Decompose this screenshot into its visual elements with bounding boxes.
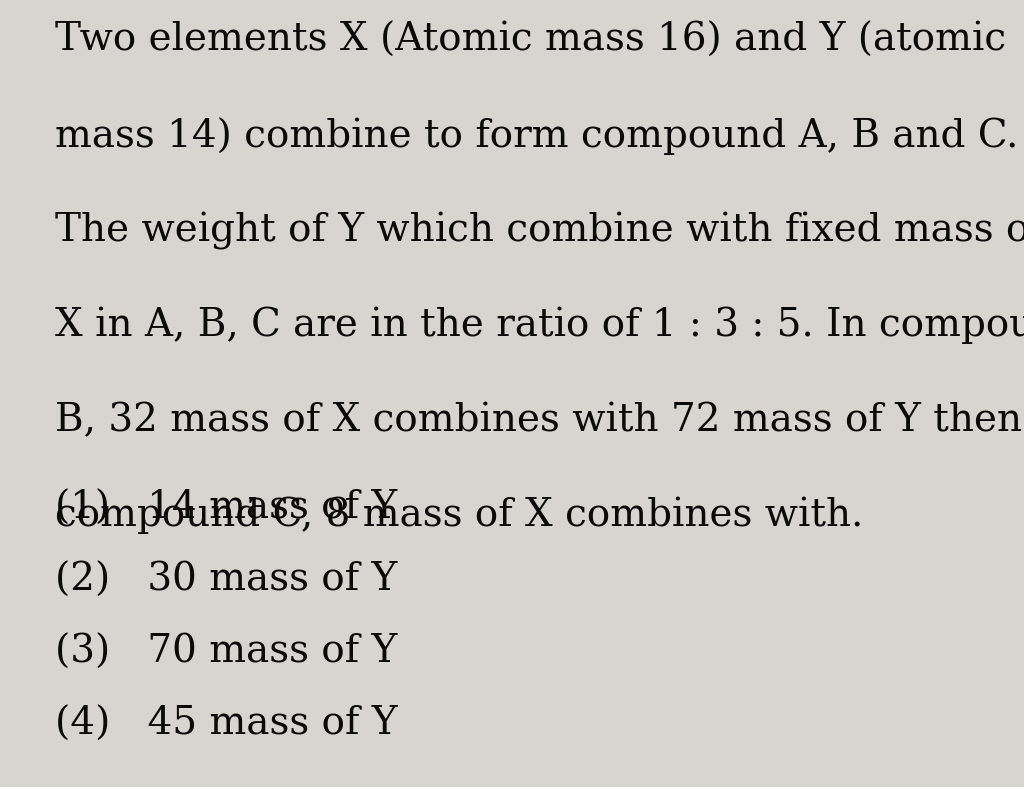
Text: (4)   45 mass of Y: (4) 45 mass of Y	[55, 706, 397, 743]
Text: The weight of Y which combine with fixed mass of: The weight of Y which combine with fixed…	[55, 212, 1024, 250]
Text: mass 14) combine to form compound A, B and C.: mass 14) combine to form compound A, B a…	[55, 117, 1019, 155]
Text: Two elements X (Atomic mass 16) and Y (atomic: Two elements X (Atomic mass 16) and Y (a…	[55, 22, 1007, 59]
Text: compound C, 8 mass of X combines with.: compound C, 8 mass of X combines with.	[55, 497, 863, 534]
Text: X in A, B, C are in the ratio of 1 : 3 : 5. In compound: X in A, B, C are in the ratio of 1 : 3 :…	[55, 307, 1024, 345]
Text: B, 32 mass of X combines with 72 mass of Y then in: B, 32 mass of X combines with 72 mass of…	[55, 402, 1024, 439]
Text: (3)   70 mass of Y: (3) 70 mass of Y	[55, 634, 397, 671]
Text: (2)   30 mass of Y: (2) 30 mass of Y	[55, 562, 397, 599]
Text: (1)   14 mass of Y: (1) 14 mass of Y	[55, 490, 397, 527]
